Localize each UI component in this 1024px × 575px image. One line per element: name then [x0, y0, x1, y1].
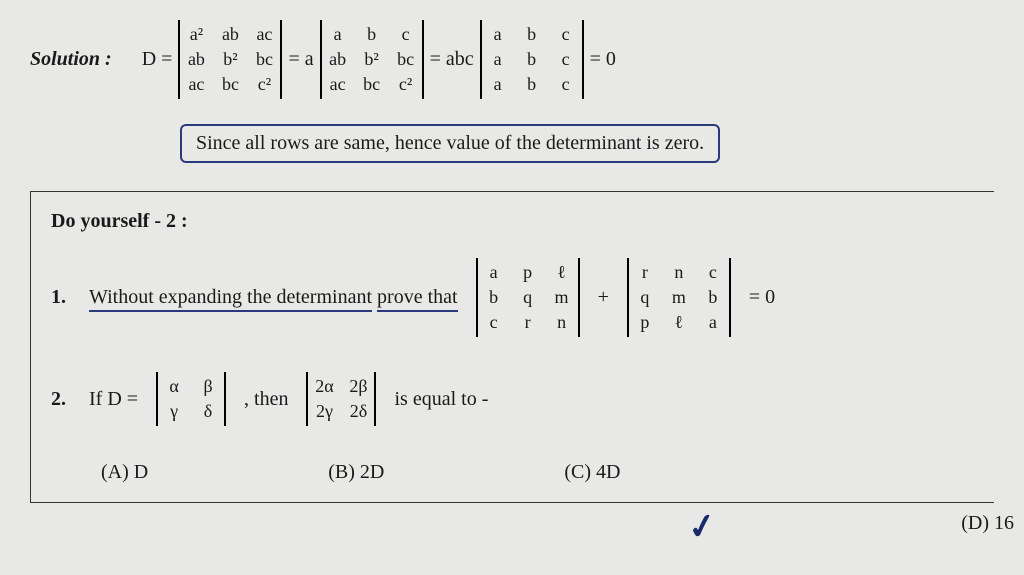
cell: bc	[396, 49, 416, 70]
equals-abc: = abc	[430, 48, 474, 71]
problem-2: 2. If D = α β γ δ , then 2α 2β 2γ 2δ is …	[51, 372, 974, 426]
cell: r	[518, 312, 538, 333]
cell: 2δ	[348, 401, 368, 422]
cell: a	[488, 74, 508, 95]
cell: b	[484, 287, 504, 308]
cell: c	[703, 262, 723, 283]
solution-row: Solution : D = a² ab ac ab b² bc ac bc c…	[30, 20, 994, 99]
problem-text: Without expanding the determinant prove …	[89, 286, 458, 309]
equals-a: = a	[288, 48, 313, 71]
cell: r	[635, 262, 655, 283]
cell: b	[522, 74, 542, 95]
cell: n	[552, 312, 572, 333]
cell: b	[522, 49, 542, 70]
cell: b²	[220, 49, 240, 70]
problem-number: 2.	[51, 388, 71, 411]
checkmark-icon: ✓	[685, 505, 720, 549]
cell: a	[328, 24, 348, 45]
options-row: (A) D (B) 2D (C) 4D	[101, 461, 974, 484]
do-yourself-box: Do yourself - 2 : 1. Without expanding t…	[30, 191, 994, 503]
cell: q	[635, 287, 655, 308]
cell: 2β	[348, 376, 368, 397]
cell: b	[703, 287, 723, 308]
solution-equation: D = a² ab ac ab b² bc ac bc c² = a a b c	[142, 20, 616, 99]
equals-zero: = 0	[749, 286, 775, 309]
cell: a²	[186, 24, 206, 45]
cell: b	[362, 24, 382, 45]
do-yourself-label: Do yourself - 2 :	[51, 210, 974, 233]
p1-determinant-a: a p ℓ b q m c r n	[476, 258, 580, 337]
plus-sign: +	[598, 286, 609, 309]
text-part-a: Without expanding the	[89, 286, 277, 312]
cell: b	[522, 24, 542, 45]
option-d: (D) 16	[961, 512, 1014, 535]
cell: β	[198, 376, 218, 397]
cell: bc	[220, 74, 240, 95]
option-b: (B) 2D	[328, 461, 384, 484]
solution-label: Solution :	[30, 48, 112, 71]
cell: ℓ	[552, 262, 572, 283]
determinant-3: a b c a b c a b c	[480, 20, 584, 99]
is-equal-to: is equal to -	[394, 388, 488, 411]
cell: ac	[328, 74, 348, 95]
p1-determinant-b: r n c q m b p ℓ a	[627, 258, 731, 337]
cell: a	[488, 24, 508, 45]
if-d-equals: If D =	[89, 388, 138, 411]
cell: ab	[220, 24, 240, 45]
determinant-1: a² ab ac ab b² bc ac bc c²	[178, 20, 282, 99]
cell: ℓ	[669, 312, 689, 333]
cell: b²	[362, 49, 382, 70]
cell: ab	[186, 49, 206, 70]
cell: m	[552, 287, 572, 308]
problem-1: 1. Without expanding the determinant pro…	[51, 258, 974, 337]
cell: δ	[198, 401, 218, 422]
cell: c²	[396, 74, 416, 95]
cell: ab	[328, 49, 348, 70]
cell: 2γ	[314, 401, 334, 422]
cell: c	[556, 74, 576, 95]
cell: c	[396, 24, 416, 45]
cell: p	[518, 262, 538, 283]
cell: c	[484, 312, 504, 333]
cell: c²	[254, 74, 274, 95]
equals-zero: = 0	[590, 48, 616, 71]
p2-determinant-1: α β γ δ	[156, 372, 226, 426]
problem-number: 1.	[51, 286, 71, 309]
boxed-note: Since all rows are same, hence value of …	[180, 124, 720, 163]
cell: c	[556, 49, 576, 70]
cell: c	[556, 24, 576, 45]
text-part-b: determinant	[277, 286, 373, 312]
then-text: , then	[244, 388, 288, 411]
cell: 2α	[314, 376, 334, 397]
option-c: (C) 4D	[564, 461, 620, 484]
cell: n	[669, 262, 689, 283]
D-equals: D =	[142, 48, 173, 71]
cell: q	[518, 287, 538, 308]
text-part-c: prove that	[377, 286, 458, 312]
cell: a	[484, 262, 504, 283]
cell: ac	[254, 24, 274, 45]
determinant-2: a b c ab b² bc ac bc c²	[320, 20, 424, 99]
cell: α	[164, 376, 184, 397]
cell: bc	[254, 49, 274, 70]
p2-determinant-2: 2α 2β 2γ 2δ	[306, 372, 376, 426]
option-a: (A) D	[101, 461, 148, 484]
cell: γ	[164, 401, 184, 422]
cell: bc	[362, 74, 382, 95]
cell: a	[703, 312, 723, 333]
cell: m	[669, 287, 689, 308]
cell: p	[635, 312, 655, 333]
cell: a	[488, 49, 508, 70]
cell: ac	[186, 74, 206, 95]
